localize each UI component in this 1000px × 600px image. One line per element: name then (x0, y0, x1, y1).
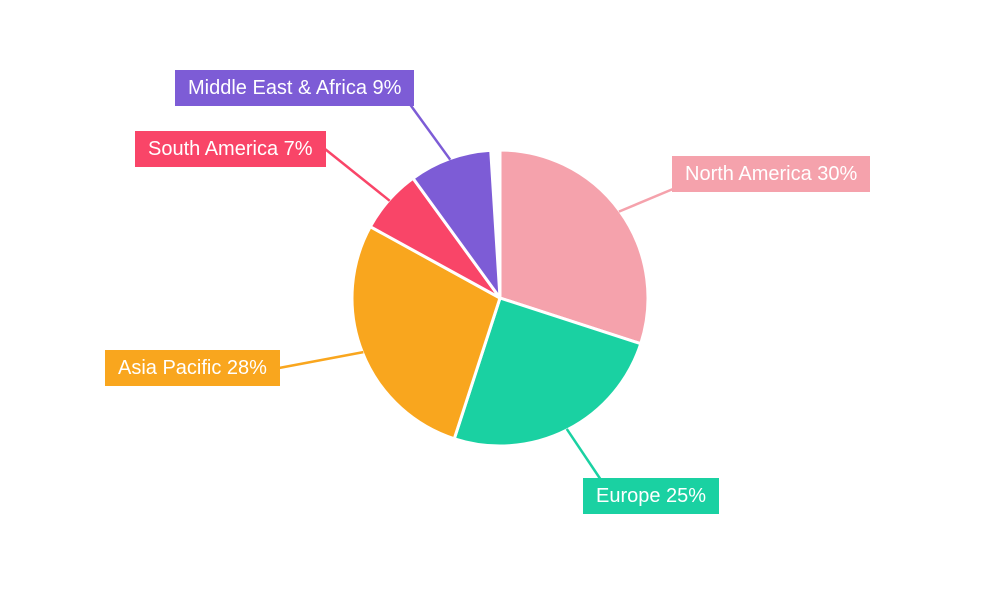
leader-line-north-america (618, 187, 674, 213)
leader-line-middle-east-africa (407, 102, 452, 161)
leader-line-south-america (324, 148, 391, 202)
leader-line-asia-pacific (278, 350, 364, 370)
leader-line-europe (565, 428, 603, 481)
